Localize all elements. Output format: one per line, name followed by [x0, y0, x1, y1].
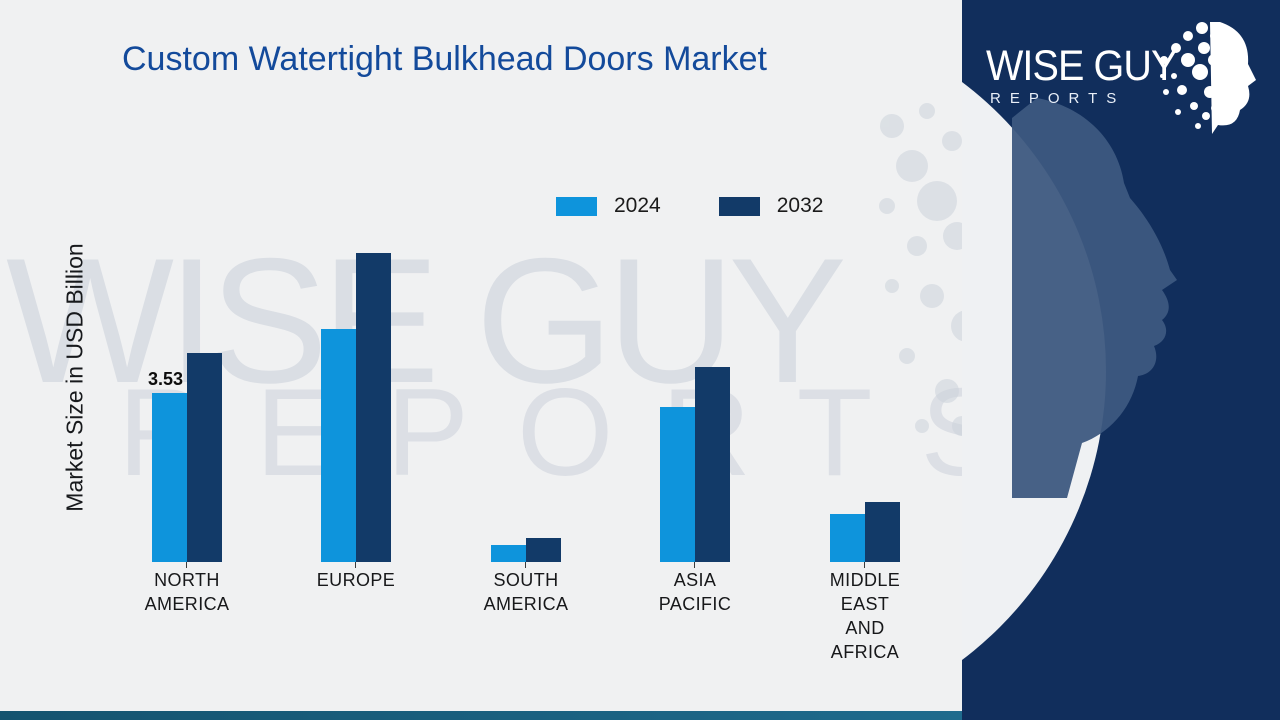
brand-panel: WISE GUY REPORTS: [962, 0, 1280, 720]
axis-tick-north-america: [186, 562, 187, 568]
bar-value-2024-north-america: 3.53: [147, 369, 184, 389]
bar-2024-north-america: [152, 393, 187, 562]
bar-2032-middle-east-and-africa: [865, 502, 900, 562]
logo-wiseguy-text: WISE GUY: [986, 42, 1177, 90]
axis-tick-europe: [355, 562, 356, 568]
logo-reports-text: REPORTS: [990, 90, 1126, 107]
legend-label-2024: 2024: [614, 194, 661, 217]
bar-2024-south-america: [491, 545, 526, 562]
bottom-accent-bar: [0, 711, 962, 720]
face-silhouette-decoration: [1012, 98, 1177, 498]
page-title: Custom Watertight Bulkhead Doors Market: [122, 40, 767, 78]
legend-label-2032: 2032: [776, 194, 824, 217]
category-label-asia-pacific: ASIA PACIFIC: [658, 570, 732, 614]
bar-2024-middle-east-and-africa: [830, 514, 865, 562]
legend-swatch-2032: [718, 196, 760, 216]
category-label-europe: EUROPE: [316, 570, 396, 590]
legend-swatch-2024: [556, 196, 597, 216]
chart-legend: 2024 2032: [556, 194, 823, 218]
axis-tick-south-america: [525, 562, 526, 568]
category-label-south-america: SOUTH AMERICA: [483, 570, 569, 614]
legend-item-2024: 2024: [556, 194, 661, 218]
bar-2032-north-america: [187, 353, 222, 562]
legend-item-2032: 2032: [718, 194, 824, 218]
bar-2024-asia-pacific: [660, 407, 695, 562]
bar-2032-europe: [356, 253, 391, 562]
bar-2032-asia-pacific: [695, 367, 730, 562]
bar-2032-south-america: [526, 538, 561, 562]
bar-2024-europe: [321, 329, 356, 562]
y-axis-label: Market Size in USD Billion: [61, 243, 88, 512]
axis-tick-middle-east-and-africa: [864, 562, 865, 568]
category-label-middle-east-and-africa: MIDDLE EAST AND AFRICA: [829, 570, 901, 662]
watermark-reports-text: REPORTS: [118, 364, 1052, 502]
category-label-north-america: NORTH AMERICA: [144, 570, 230, 614]
logo-head-icon: [1160, 22, 1256, 134]
axis-tick-asia-pacific: [694, 562, 695, 568]
